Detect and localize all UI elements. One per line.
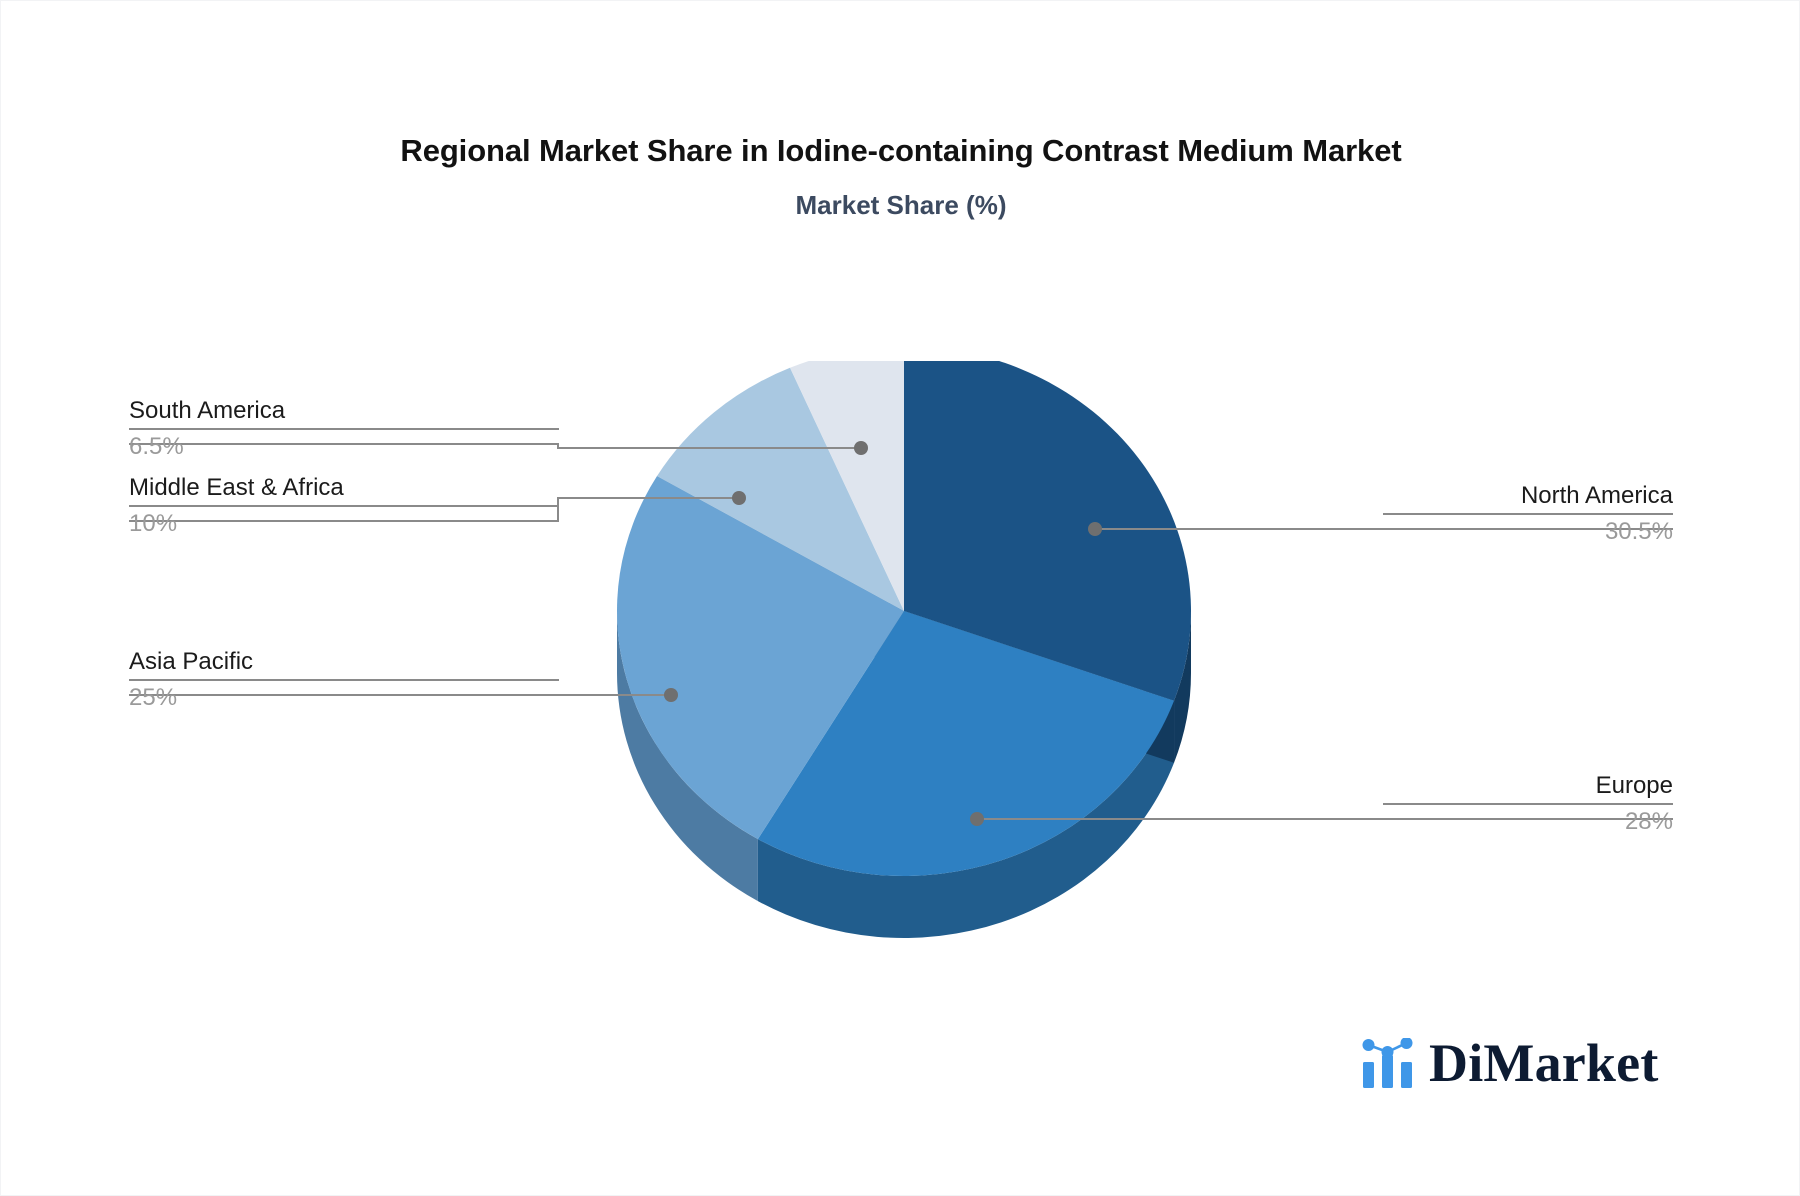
callout-value-south-america: 6.5%: [129, 433, 184, 460]
pie-slice-north-america[interactable]: [904, 361, 1192, 701]
pie-slice-middle-east-africa[interactable]: [656, 367, 904, 611]
pie-side-asia-pacific: [617, 611, 758, 902]
callout-value-middle-east-africa: 10%: [129, 510, 178, 537]
bar-chart-logo-icon: [1362, 1038, 1413, 1088]
pie-chart: [579, 361, 1229, 941]
callout-asia-pacific[interactable]: Asia Pacific 25%: [129, 645, 559, 715]
callout-value-north-america: 30.5%: [1604, 518, 1673, 545]
pie-chart-svg: [617, 361, 1192, 938]
callout-south-america[interactable]: South America 6.5%: [129, 394, 559, 464]
pie-slice-south-america[interactable]: [790, 361, 904, 611]
callout-rule-asia-pacific: [129, 679, 559, 681]
pie-slice-europe[interactable]: [757, 611, 1175, 876]
chart-subtitle: Market Share (%): [795, 190, 1007, 220]
pie-side-europe: [757, 700, 1175, 938]
callout-value-europe: 28%: [1624, 808, 1673, 835]
pie-top-faces: [617, 361, 1192, 876]
callout-rule-south-america: [129, 428, 559, 430]
pie-side-north-america: [1174, 611, 1191, 763]
callout-north-america[interactable]: North America 30.5%: [1383, 479, 1673, 549]
callout-middle-east-africa[interactable]: Middle East & Africa 10%: [129, 471, 559, 541]
callout-label-south-america: South America: [129, 397, 286, 424]
callout-rule-middle-east-africa: [129, 505, 559, 507]
callout-rule-europe: [1383, 803, 1673, 805]
pie-slice-asia-pacific[interactable]: [617, 476, 904, 840]
callout-label-europe: Europe: [1595, 772, 1673, 799]
callout-value-asia-pacific: 25%: [129, 684, 178, 711]
callout-label-north-america: North America: [1520, 482, 1673, 509]
dimarket-logo[interactable]: DiMarket: [1361, 1036, 1659, 1090]
callout-label-asia-pacific: Asia Pacific: [129, 648, 254, 675]
callout-label-middle-east-africa: Middle East & Africa: [129, 474, 344, 501]
callout-europe[interactable]: Europe 28%: [1383, 769, 1673, 839]
chart-title: Regional Market Share in Iodine-containi…: [400, 133, 1402, 168]
callout-rule-north-america: [1383, 513, 1673, 515]
logo-wordmark: DiMarket: [1429, 1033, 1659, 1093]
